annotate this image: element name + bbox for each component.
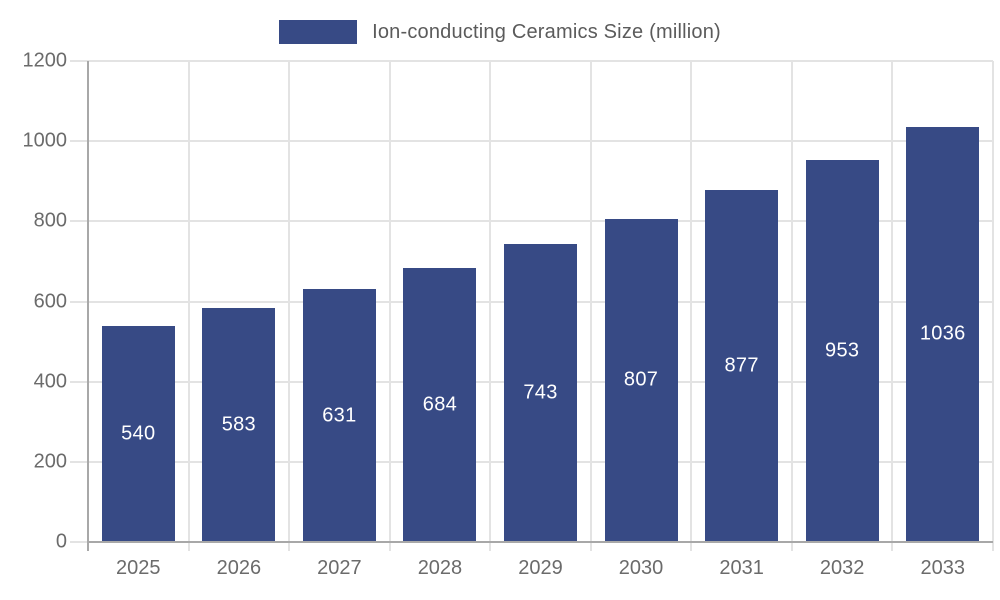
bar-2031[interactable]: 877 <box>705 190 779 542</box>
y-axis-line <box>87 61 89 551</box>
x-gridline <box>489 61 492 551</box>
bar-value-label: 631 <box>322 404 357 427</box>
x-tick-label: 2026 <box>216 557 262 579</box>
y-tick-label: 800 <box>33 209 67 232</box>
bar-2026[interactable]: 583 <box>202 308 276 542</box>
bar-2027[interactable]: 631 <box>302 289 376 542</box>
bar-2030[interactable]: 807 <box>604 218 678 542</box>
y-gridline <box>70 60 993 62</box>
x-gridline <box>690 61 693 551</box>
bar-value-label: 807 <box>623 368 659 391</box>
bar-value-label: 540 <box>121 422 156 445</box>
y-tick-label: 600 <box>33 290 67 312</box>
y-tick-label: 1200 <box>22 49 68 72</box>
x-gridline <box>790 61 793 551</box>
bar-value-label: 684 <box>422 393 458 416</box>
bar-value-label: 953 <box>825 339 860 362</box>
x-tick-label: 2028 <box>417 557 463 579</box>
x-gridline <box>992 61 994 551</box>
y-tick-label: 0 <box>55 530 67 553</box>
bar-value-label: 743 <box>523 381 558 404</box>
y-tick-label: 200 <box>33 450 67 473</box>
bar-value-label: 583 <box>221 413 256 436</box>
x-tick-label: 2027 <box>317 557 362 579</box>
x-gridline <box>187 61 190 551</box>
x-tick-label: 2033 <box>920 557 965 579</box>
y-tick-label: 1000 <box>22 129 68 152</box>
x-gridline <box>288 61 291 551</box>
x-gridline <box>388 61 391 551</box>
x-tick-label: 2030 <box>618 557 664 579</box>
bar-2028[interactable]: 684 <box>403 267 477 542</box>
bar-value-label: 877 <box>724 354 759 377</box>
x-tick-label: 2032 <box>819 557 865 579</box>
x-tick-label: 2031 <box>719 557 764 579</box>
x-tick-label: 2029 <box>518 557 563 579</box>
legend-swatch <box>279 20 358 44</box>
x-axis-line <box>88 541 993 543</box>
y-gridline <box>70 220 993 223</box>
bar-2025[interactable]: 540 <box>101 325 175 542</box>
x-tick-label: 2025 <box>116 557 161 579</box>
bar-2033[interactable]: 1036 <box>906 126 980 542</box>
legend[interactable]: Ion-conducting Ceramics Size (million) <box>0 17 1000 47</box>
y-gridline <box>70 140 993 143</box>
y-tick-label: 400 <box>33 370 67 393</box>
plot-area: 540 583 631 684 743 807 877 953 1036 0 200 400 600 8… <box>23 50 994 579</box>
x-gridline <box>589 61 592 551</box>
bar-value-label: 1036 <box>919 322 966 345</box>
x-gridline <box>891 61 894 551</box>
legend-series-label: Ion-conducting Ceramics Size (million) <box>372 20 721 43</box>
bar-2032[interactable]: 953 <box>805 160 879 542</box>
bar-2029[interactable]: 743 <box>504 244 577 542</box>
